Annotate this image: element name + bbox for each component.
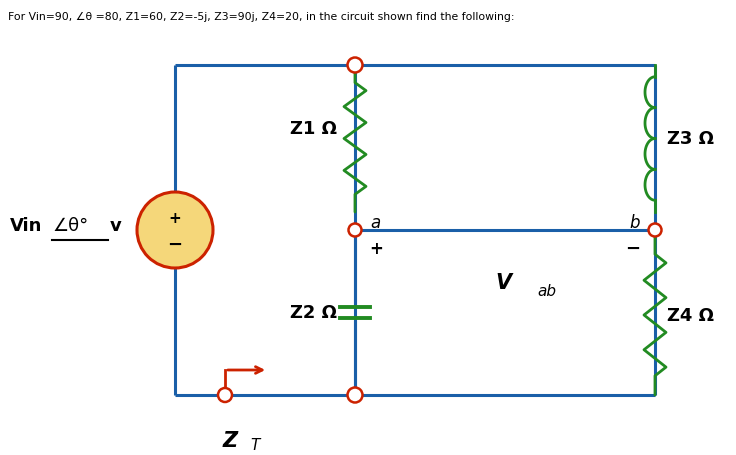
Text: +: +	[369, 239, 383, 258]
Circle shape	[648, 224, 662, 237]
Circle shape	[349, 224, 361, 237]
Text: Z: Z	[222, 430, 238, 450]
Text: a: a	[370, 213, 381, 232]
Text: Z3 Ω: Z3 Ω	[667, 130, 714, 148]
Text: Z4 Ω: Z4 Ω	[667, 306, 714, 324]
Text: ∠θ°: ∠θ°	[52, 217, 88, 234]
Circle shape	[137, 192, 213, 268]
Text: −: −	[167, 236, 183, 253]
Circle shape	[218, 388, 232, 402]
Circle shape	[347, 58, 363, 73]
Text: ab: ab	[537, 283, 556, 298]
Text: For Vin=90, ∠θ =80, Z1=60, Z2=-5j, Z3=90j, Z4=20, in the circuit shown find the : For Vin=90, ∠θ =80, Z1=60, Z2=-5j, Z3=90…	[8, 12, 514, 22]
Circle shape	[347, 388, 363, 403]
Text: b: b	[629, 213, 640, 232]
Text: v: v	[110, 217, 121, 234]
Text: V: V	[495, 273, 511, 293]
Text: −: −	[625, 239, 640, 258]
Text: Vin: Vin	[10, 217, 43, 234]
Text: T: T	[250, 438, 260, 453]
Text: Z1 Ω: Z1 Ω	[290, 120, 337, 138]
Text: Z2 Ω: Z2 Ω	[290, 304, 337, 322]
Text: +: +	[169, 211, 181, 226]
